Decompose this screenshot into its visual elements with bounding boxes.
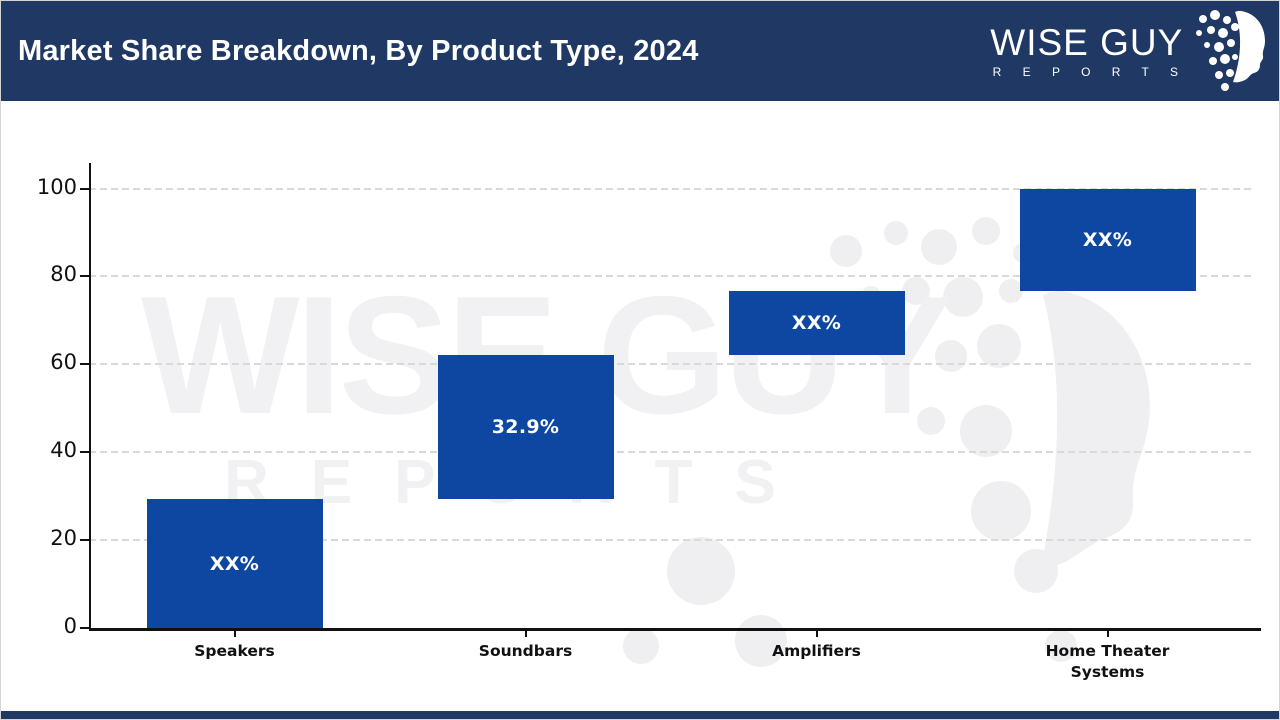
y-tick-mark <box>80 539 89 542</box>
y-tick-label: 80 <box>50 262 77 287</box>
footer-bar <box>1 711 1279 719</box>
y-tick-mark <box>80 275 89 278</box>
x-category-label: Soundbars <box>478 642 573 660</box>
x-tick-mark <box>1106 630 1109 637</box>
x-category-label: Amplifiers <box>772 642 861 660</box>
grid-line <box>89 363 1253 366</box>
logo-face-icon <box>1196 10 1265 91</box>
x-tick-mark <box>233 630 236 637</box>
bar-segment-amplifiers: XX% <box>728 291 905 355</box>
y-axis-spine <box>89 163 91 630</box>
x-tick-mark <box>815 630 818 637</box>
grid-line <box>89 275 1253 278</box>
bar-segment-home-theater-systems: XX% <box>1019 188 1196 292</box>
grid-line <box>89 539 1253 542</box>
x-category-label: Home Theater Systems <box>1045 642 1170 681</box>
bar-segment-soundbars: 32.9% <box>437 354 614 500</box>
y-tick-label: 0 <box>63 614 77 638</box>
y-tick-mark <box>80 627 89 629</box>
y-tick-mark <box>80 187 89 190</box>
bar-segment-speakers: XX% <box>146 499 323 628</box>
x-category-label: Speakers <box>194 642 275 660</box>
y-tick-mark <box>80 363 89 366</box>
bar-value-label: XX% <box>1082 228 1133 251</box>
logo-name: WISE GUY <box>990 21 1184 63</box>
x-tick-mark <box>524 630 527 637</box>
grid-line <box>89 451 1253 454</box>
bar-value-label: 32.9% <box>491 415 560 438</box>
wiseguy-logo: WISE GUY R E P O R T S <box>987 7 1267 95</box>
y-tick-label: 40 <box>50 438 77 463</box>
x-axis-spine <box>89 628 1261 631</box>
logo-text: WISE GUY R E P O R T S <box>987 24 1187 79</box>
bar-value-label: XX% <box>209 552 260 575</box>
y-tick-mark <box>80 451 89 454</box>
y-tick-label: 20 <box>50 526 77 551</box>
y-tick-label: 60 <box>50 350 77 375</box>
page-title: Market Share Breakdown, By Product Type,… <box>18 34 699 67</box>
bar-value-label: XX% <box>791 311 842 334</box>
y-tick-label: 100 <box>36 174 77 199</box>
header-bar: Market Share Breakdown, By Product Type,… <box>1 1 1279 101</box>
logo-subtitle: R E P O R T S <box>992 64 1187 79</box>
grid-line <box>89 187 1253 190</box>
